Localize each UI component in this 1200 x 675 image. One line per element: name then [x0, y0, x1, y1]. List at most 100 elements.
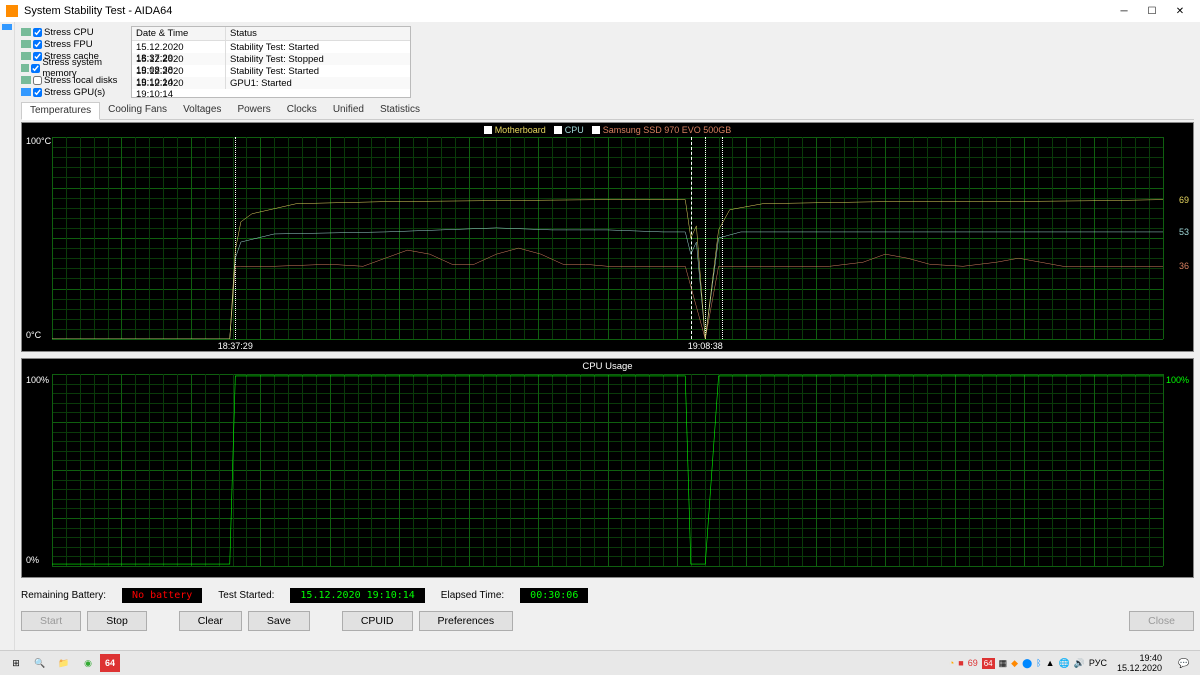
tab-temperatures[interactable]: Temperatures — [21, 102, 100, 120]
log-datetime: 15.12.2020 19:10:14 — [132, 65, 226, 77]
stress-option[interactable]: Stress FPU — [21, 38, 123, 50]
titlebar: System Stability Test - AIDA64 ─ ☐ ✕ — [0, 0, 1200, 22]
save-button[interactable]: Save — [248, 611, 310, 631]
x-axis-label: 18:37:29 — [218, 341, 253, 351]
event-log: Date & Time Status 15.12.2020 18:37:29St… — [131, 26, 411, 98]
elapsed-value: 00:30:06 — [520, 588, 588, 603]
legend-label: Samsung SSD 970 EVO 500GB — [603, 125, 732, 135]
tray-temp-icon[interactable]: ■ — [958, 658, 963, 668]
maximize-button[interactable]: ☐ — [1138, 1, 1166, 21]
tab-clocks[interactable]: Clocks — [279, 102, 325, 119]
log-row[interactable]: 15.12.2020 19:10:14GPU1: Started — [132, 77, 410, 89]
stress-label: Stress GPU(s) — [44, 87, 105, 98]
cpu-y-right: 100% — [1166, 375, 1189, 385]
utorrent-icon[interactable]: ◉ — [76, 652, 100, 674]
sidebar — [0, 22, 15, 650]
clear-button[interactable]: Clear — [179, 611, 242, 631]
app-icon — [6, 5, 18, 17]
stress-checkbox[interactable] — [33, 28, 42, 37]
close-dialog-button[interactable]: Close — [1129, 611, 1194, 631]
battery-value: No battery — [122, 588, 202, 603]
aida64-icon[interactable]: 64 — [100, 654, 120, 672]
stress-checkbox[interactable] — [31, 64, 40, 73]
tray-volume-icon[interactable]: 🔊 — [1074, 658, 1085, 669]
tab-powers[interactable]: Powers — [229, 102, 278, 119]
minimize-button[interactable]: ─ — [1110, 1, 1138, 21]
tray-lang[interactable]: РУС — [1089, 658, 1107, 668]
started-value: 15.12.2020 19:10:14 — [290, 588, 424, 603]
x-axis-label: 19:08:38 — [688, 341, 723, 351]
notifications-icon[interactable]: 💬 — [1172, 652, 1196, 674]
legend-item[interactable]: ✓CPU — [554, 125, 584, 135]
stress-option[interactable]: Stress GPU(s) — [21, 86, 123, 98]
tray-network-icon[interactable]: 🌐 — [1058, 658, 1069, 669]
legend-checkbox[interactable]: ✓ — [484, 126, 492, 134]
preferences-button[interactable]: Preferences — [419, 611, 514, 631]
search-icon[interactable]: 🔍 — [28, 652, 52, 674]
log-datetime: 15.12.2020 18:37:29 — [132, 41, 226, 53]
series-mb — [52, 200, 1163, 339]
tray-chevron-icon[interactable]: ▲ — [1046, 658, 1055, 668]
taskbar-clock[interactable]: 19:40 15.12.2020 — [1111, 653, 1168, 673]
started-label: Test Started: — [218, 590, 274, 601]
legend-item[interactable]: ✓Samsung SSD 970 EVO 500GB — [592, 125, 732, 135]
stress-option[interactable]: Stress local disks — [21, 74, 123, 86]
taskbar: ⊞ 🔍 📁 ◉ 64 ◔ ■ 69 64 ▦ ◆ ⬤ ᛒ ▲ 🌐 🔊 РУС 1… — [0, 650, 1200, 675]
tray-icon-2[interactable]: ▦ — [999, 658, 1008, 669]
legend-checkbox[interactable]: ✓ — [554, 126, 562, 134]
battery-label: Remaining Battery: — [21, 590, 106, 601]
log-datetime: 15.12.2020 19:10:14 — [132, 77, 226, 89]
device-icon — [21, 40, 31, 48]
device-icon — [21, 64, 29, 72]
window-title: System Stability Test - AIDA64 — [24, 5, 1110, 17]
log-row[interactable]: 15.12.2020 19:10:14Stability Test: Start… — [132, 65, 410, 77]
log-status: Stability Test: Started — [226, 65, 410, 77]
cpu-y-top: 100% — [26, 375, 49, 385]
temperature-chart: ✓Motherboard✓CPU✓Samsung SSD 970 EVO 500… — [21, 122, 1194, 352]
log-row[interactable]: 15.12.2020 18:37:29Stability Test: Start… — [132, 41, 410, 53]
stress-option[interactable]: Stress system memory — [21, 62, 123, 74]
stress-checkbox[interactable] — [33, 40, 42, 49]
tray-temp: 69 — [968, 658, 978, 668]
stress-label: Stress local disks — [44, 75, 117, 86]
cpuid-button[interactable]: CPUID — [342, 611, 413, 631]
log-row[interactable]: 15.12.2020 19:08:38Stability Test: Stopp… — [132, 53, 410, 65]
legend-item[interactable]: ✓Motherboard — [484, 125, 546, 135]
tab-unified[interactable]: Unified — [325, 102, 372, 119]
log-header-status: Status — [226, 27, 410, 40]
stress-checkbox[interactable] — [33, 52, 42, 61]
start-menu-icon[interactable]: ⊞ — [4, 652, 28, 674]
tabs: TemperaturesCooling FansVoltagesPowersCl… — [21, 102, 1194, 120]
tab-voltages[interactable]: Voltages — [175, 102, 229, 119]
status-bar: Remaining Battery: No battery Test Start… — [21, 586, 1194, 605]
elapsed-label: Elapsed Time: — [441, 590, 504, 601]
tray-icon-4[interactable]: ⬤ — [1022, 658, 1032, 669]
stress-checkbox[interactable] — [33, 76, 42, 85]
y-right-label: 53 — [1179, 227, 1189, 237]
stop-button[interactable]: Stop — [87, 611, 147, 631]
tab-statistics[interactable]: Statistics — [372, 102, 428, 119]
series-ssd — [52, 248, 1163, 339]
start-button[interactable]: Start — [21, 611, 81, 631]
cpu-usage-line — [52, 376, 1163, 564]
log-status: GPU1: Started — [226, 77, 410, 89]
tray-icon[interactable]: ◔ — [949, 658, 954, 668]
tray-bluetooth-icon[interactable]: ᛒ — [1036, 658, 1041, 668]
log-header-datetime: Date & Time — [132, 27, 226, 40]
y-right-label: 36 — [1179, 261, 1189, 271]
tray-aida-icon[interactable]: 64 — [982, 658, 995, 669]
legend-checkbox[interactable]: ✓ — [592, 126, 600, 134]
log-datetime: 15.12.2020 19:08:38 — [132, 53, 226, 65]
stress-option[interactable]: Stress CPU — [21, 26, 123, 38]
device-icon — [21, 76, 31, 84]
y-right-label: 69 — [1179, 195, 1189, 205]
explorer-icon[interactable]: 📁 — [52, 652, 76, 674]
tray-icon-3[interactable]: ◆ — [1011, 658, 1018, 669]
cpu-chart-title: CPU Usage — [22, 359, 1193, 374]
stress-checkbox[interactable] — [33, 88, 42, 97]
log-status: Stability Test: Started — [226, 41, 410, 53]
legend-label: Motherboard — [495, 125, 546, 135]
tab-cooling-fans[interactable]: Cooling Fans — [100, 102, 175, 119]
series-cpu — [52, 228, 1163, 339]
close-button[interactable]: ✕ — [1166, 1, 1194, 21]
